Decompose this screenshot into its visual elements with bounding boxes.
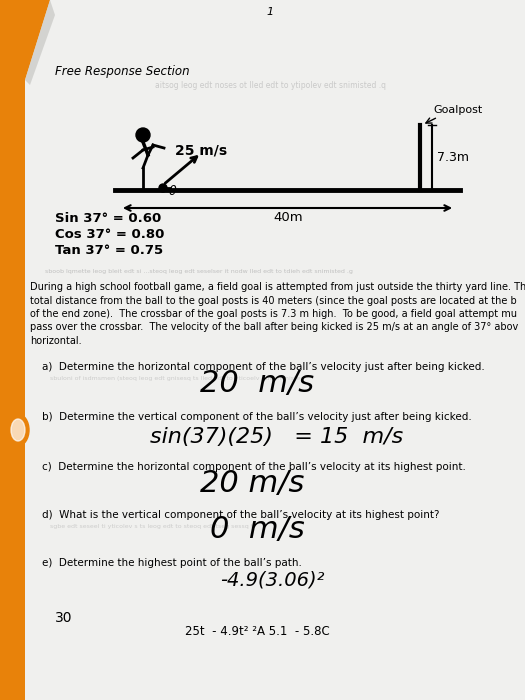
Text: Tan 37° = 0.75: Tan 37° = 0.75: [55, 244, 163, 257]
Text: Goalpost: Goalpost: [433, 105, 482, 115]
Text: sin(37)(25)   = 15  m/s: sin(37)(25) = 15 m/s: [150, 427, 403, 447]
Text: b)  Determine the vertical component of the ball’s velocity just after being kic: b) Determine the vertical component of t…: [42, 412, 472, 422]
Text: d)  What is the vertical component of the ball’s velocity at its highest point?: d) What is the vertical component of the…: [42, 510, 439, 520]
Text: e)  Determine the highest point of the ball’s path.: e) Determine the highest point of the ba…: [42, 558, 302, 568]
Text: pass over the crossbar.  The velocity of the ball after being kicked is 25 m/s a: pass over the crossbar. The velocity of …: [30, 323, 518, 332]
Text: 1: 1: [266, 7, 274, 17]
Text: 40m: 40m: [273, 211, 303, 224]
Circle shape: [136, 128, 150, 142]
Ellipse shape: [7, 414, 29, 446]
Text: 0  m/s: 0 m/s: [210, 515, 304, 544]
Text: 25 m/s: 25 m/s: [175, 144, 227, 158]
Text: During a high school football game, a field goal is attempted from just outside : During a high school football game, a fi…: [30, 282, 525, 292]
Polygon shape: [25, 0, 55, 85]
Text: Free Response Section: Free Response Section: [55, 65, 190, 78]
Text: of the end zone).  The crossbar of the goal posts is 7.3 m high.  To be good, a : of the end zone). The crossbar of the go…: [30, 309, 517, 319]
Text: horizontal.: horizontal.: [30, 336, 81, 346]
Text: Cos 37° = 0.80: Cos 37° = 0.80: [55, 228, 164, 241]
Text: $\theta$: $\theta$: [168, 184, 177, 198]
Ellipse shape: [11, 419, 25, 441]
Text: a)  Determine the horizontal component of the ball’s velocity just after being k: a) Determine the horizontal component of…: [42, 362, 485, 372]
Circle shape: [470, 0, 525, 55]
Polygon shape: [25, 0, 525, 700]
Text: total distance from the ball to the goal posts is 40 meters (since the goal post: total distance from the ball to the goal…: [30, 295, 517, 305]
Text: 30: 30: [55, 611, 72, 625]
Text: sboob lqmette leog bleit edt si ...steoq leog edt seselser it nodw lled edt to t: sboob lqmette leog bleit edt si ...steoq…: [45, 269, 353, 274]
Circle shape: [159, 184, 167, 192]
Text: c)  Determine the horizontal component of the ball’s velocity at its highest poi: c) Determine the horizontal component of…: [42, 462, 466, 472]
Text: Sin 37° = 0.60: Sin 37° = 0.60: [55, 212, 161, 225]
Text: sgbe edt seseel ti yticolev s ts leog edt to steoq edt tseg sessq ti: sgbe edt seseel ti yticolev s ts leog ed…: [50, 524, 255, 529]
Text: -4.9(3.06)²: -4.9(3.06)²: [220, 570, 324, 589]
Circle shape: [445, 0, 525, 80]
Text: 20 m/s: 20 m/s: [200, 469, 304, 498]
Text: 20  m/s: 20 m/s: [200, 369, 314, 398]
Text: aitsog leog edt noses ot lled edt to ytipolev edt snimisted .q: aitsog leog edt noses ot lled edt to yti…: [155, 81, 386, 90]
Text: 25t  - 4.9t² ²A 5.1  - 5.8C: 25t - 4.9t² ²A 5.1 - 5.8C: [185, 625, 330, 638]
Text: sbuloni of isdmsmen (steoq leog edt gnisesq ts lled edt to yticoelv edt snimiste: sbuloni of isdmsmen (steoq leog edt gnis…: [50, 376, 304, 381]
Text: 7.3m: 7.3m: [437, 151, 469, 164]
